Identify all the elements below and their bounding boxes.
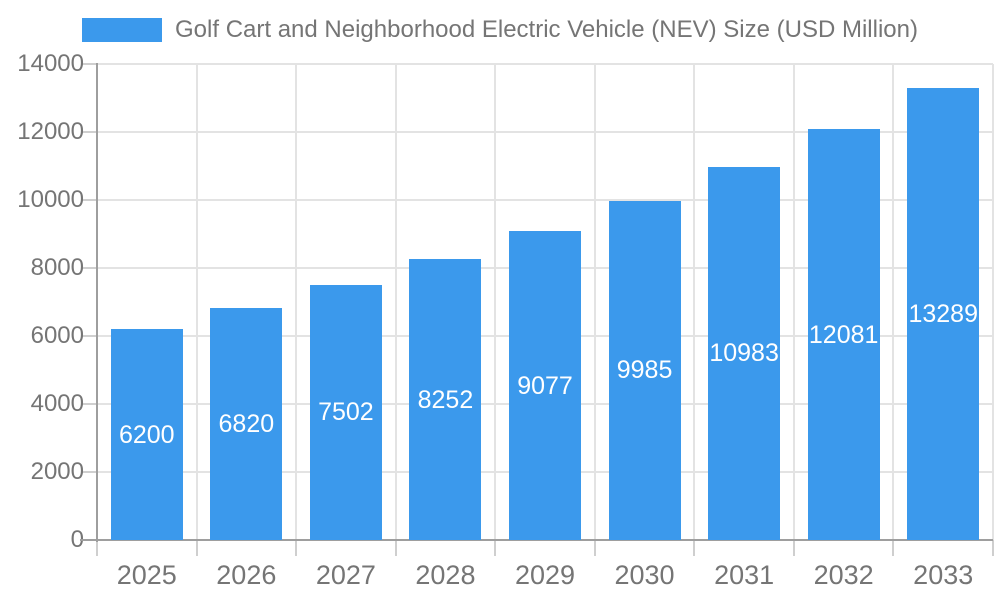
y-tick [81,63,97,65]
x-tick [195,540,198,556]
y-tick-label: 10000 [17,186,84,213]
y-tick-label: 2000 [30,458,84,485]
y-tick [81,131,97,133]
gridline-vertical [494,64,497,540]
x-tick [295,540,298,556]
x-tick-label: 2033 [913,560,974,590]
bar-value-label: 9985 [616,356,673,385]
gridline-vertical [792,64,795,540]
y-tick-label: 6000 [30,322,84,349]
x-tick-label: 2030 [614,560,675,590]
gridline-vertical [992,64,994,540]
x-tick [992,540,994,556]
bar [309,284,382,540]
bar [509,231,581,540]
legend-swatch-icon [82,18,163,42]
x-tick [693,540,696,556]
bar-value-label: 6200 [118,420,175,449]
gridline-vertical [394,64,397,540]
y-tick [81,335,97,337]
x-tick-label: 2031 [714,560,775,590]
bar-value-label: 12081 [808,320,879,349]
y-axis-line [96,63,98,542]
x-tick [96,540,98,556]
bar-value-label: 7502 [318,398,374,427]
x-tick [593,540,596,556]
x-tick-label: 2026 [216,560,277,590]
bar [110,329,183,540]
bar-value-label: 8252 [417,385,474,414]
y-tick-label: 12000 [17,118,84,145]
x-tick [892,540,895,556]
legend-label: Golf Cart and Neighborhood Electric Vehi… [175,16,918,43]
y-tick [81,267,97,269]
bar [409,259,482,540]
gridline-horizontal [97,199,993,201]
bar [807,129,880,540]
bar [708,166,781,540]
x-tick-label: 2025 [116,560,177,590]
legend-item[interactable]: Golf Cart and Neighborhood Electric Vehi… [0,17,1000,43]
y-tick [81,199,97,201]
y-tick [81,403,97,405]
y-tick-label: 0 [70,526,84,553]
bar-value-label: 9077 [517,371,573,400]
x-tick [792,540,795,556]
x-axis-line [80,539,993,541]
x-tick-label: 2032 [813,560,874,590]
bar-value-label: 13289 [908,300,978,329]
x-tick [494,540,497,556]
y-tick-label: 4000 [30,390,84,417]
x-tick-label: 2027 [315,560,376,590]
gridline-vertical [892,64,895,540]
bar [608,200,681,540]
bar-value-label: 10983 [709,339,779,368]
bar [210,308,283,540]
gridline-vertical [593,64,596,540]
bar [907,88,980,540]
gridline-horizontal [97,131,993,133]
gridline-vertical [295,64,298,540]
x-tick [394,540,397,556]
y-tick-label: 8000 [30,254,84,281]
bar-value-label: 6820 [218,410,275,439]
gridline-horizontal [97,63,993,65]
x-tick-label: 2029 [514,560,576,590]
y-tick [81,471,97,473]
gridline-vertical [693,64,696,540]
x-tick-label: 2028 [415,560,476,590]
gridline-vertical [195,64,198,540]
y-tick-label: 14000 [17,50,84,77]
